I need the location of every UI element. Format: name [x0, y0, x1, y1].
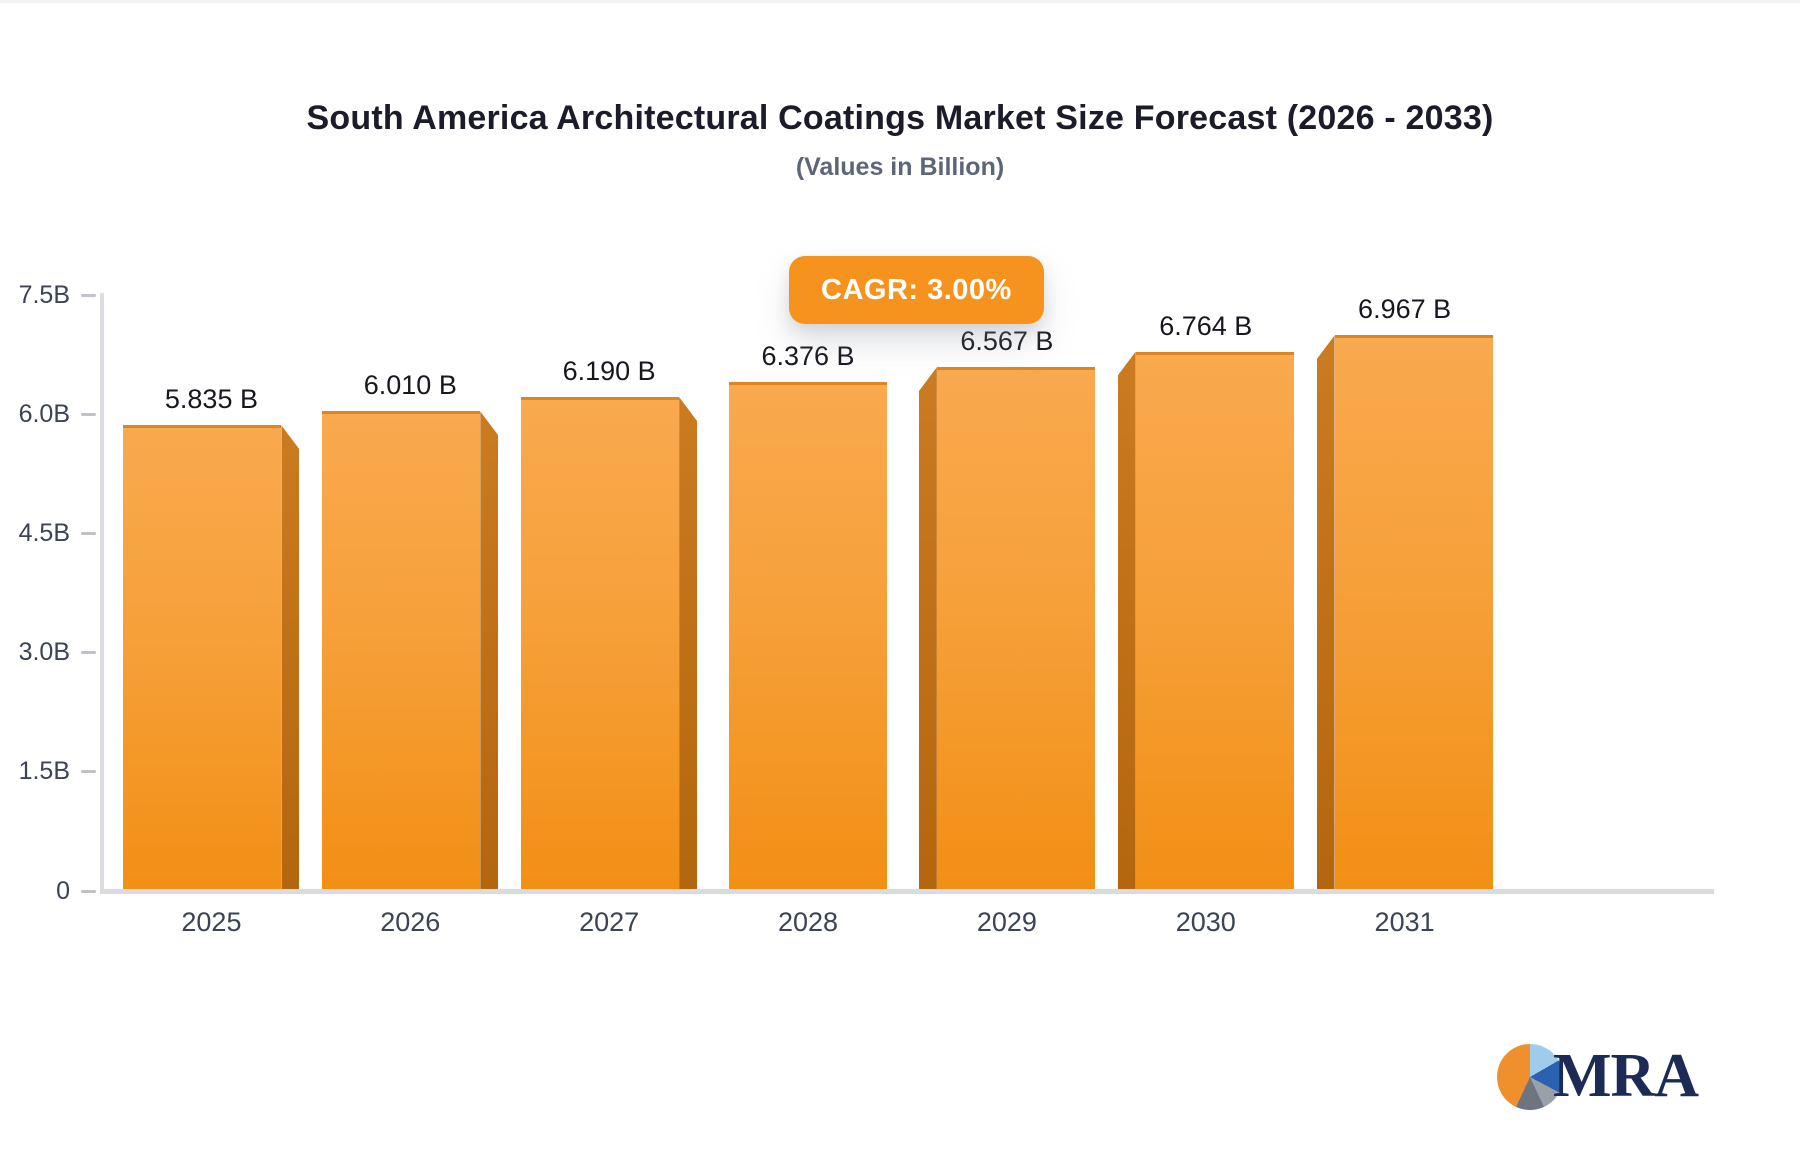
cagr-badge-label: CAGR: 3.00%: [821, 273, 1012, 306]
bar-side-face: [679, 397, 698, 889]
bar-value-label: 6.567 B: [960, 326, 1054, 357]
brand-logo-text: MRA: [1553, 1042, 1699, 1110]
pie-chart-logo-icon: [1497, 1043, 1563, 1110]
y-tick-label: 1.5B: [18, 757, 70, 786]
bar-slot-2028: 6.376 B: [709, 251, 908, 889]
bar-front-face: [123, 425, 282, 889]
y-tick-label: 0: [56, 876, 70, 905]
bar-side-face: [281, 425, 300, 889]
x-axis-label-2030: 2030: [1175, 907, 1236, 937]
y-tick-label: 4.5B: [18, 518, 70, 547]
bar-side-face: [1117, 351, 1136, 889]
bar-slot-2029: 6.567 B: [907, 251, 1106, 889]
y-tick-7.5B: 7.5B: [0, 280, 96, 310]
bar-slot-2027: 6.190 B: [510, 251, 709, 889]
y-tick-label: 3.0B: [18, 638, 70, 667]
bar-value-label: 5.835 B: [164, 384, 258, 415]
y-tick-0: 0: [0, 876, 96, 906]
bar-front-face: [521, 397, 680, 889]
x-axis-label-2029: 2029: [976, 907, 1037, 937]
chart-subtitle: (Values in Billion): [795, 153, 1005, 181]
bar-2029: [918, 367, 1095, 889]
bar-2026: [322, 411, 499, 889]
bar-2028: [729, 382, 887, 889]
bar-side-face: [918, 367, 937, 889]
bars-area: 5.835 B 6.010 B 6.190 B 6.376 B 6.567 B 6.764…: [112, 251, 1504, 889]
bar-2027: [521, 397, 698, 889]
bar-slot-2030: 6.764 B: [1106, 251, 1305, 889]
y-tick-mark: [81, 531, 96, 535]
y-axis-line: [100, 293, 104, 893]
bar-value-label: 6.190 B: [562, 356, 656, 387]
bar-value-label: 6.764 B: [1159, 310, 1253, 341]
bar-2030: [1117, 351, 1294, 889]
bar-front-face: [322, 411, 481, 889]
bar-slot-2026: 6.010 B: [311, 251, 510, 889]
y-tick-4.5B: 4.5B: [0, 518, 96, 548]
cagr-badge: CAGR: 3.00%: [789, 256, 1044, 324]
chart-title: South America Architectural Coatings Mar…: [306, 99, 1494, 137]
x-axis-label-2027: 2027: [579, 907, 640, 937]
bar-front-face: [729, 382, 887, 889]
y-tick-1.5B: 1.5B: [0, 757, 96, 787]
x-axis-line: [100, 889, 1714, 894]
bar-slot-2025: 5.835 B: [112, 251, 311, 889]
x-axis-label-2031: 2031: [1374, 907, 1435, 937]
bar-value-label: 6.010 B: [363, 370, 457, 401]
y-tick-mark: [81, 293, 96, 297]
bar-front-face: [1135, 351, 1294, 889]
bar-value-label: 6.376 B: [761, 341, 855, 372]
y-tick-label: 6.0B: [18, 399, 70, 428]
y-tick-label: 7.5B: [18, 280, 70, 309]
x-axis-label-2028: 2028: [777, 907, 839, 937]
bar-side-face: [480, 411, 499, 889]
y-tick-mark: [81, 651, 96, 655]
bar-front-face: [936, 367, 1095, 889]
bar-2031: [1316, 335, 1493, 889]
y-tick-mark: [81, 889, 96, 893]
x-axis-labels: 2025 2026 2027 2028 2029 2030 2031: [112, 907, 1504, 938]
x-axis-label-2026: 2026: [380, 907, 441, 937]
brand-logo: MRA: [1497, 1041, 1699, 1112]
y-tick-mark: [81, 412, 96, 416]
y-tick-6.0B: 6.0B: [0, 399, 96, 429]
x-axis-label-2025: 2025: [181, 907, 242, 937]
bar-side-face: [1316, 335, 1335, 889]
bar-value-label: 6.967 B: [1358, 294, 1452, 325]
bar-slot-2031: 6.967 B: [1305, 251, 1504, 889]
bar-chart: 7.5B 6.0B 4.5B 3.0B 1.5B 0 5.835 B 6.010 B 6.19…: [0, 251, 1800, 971]
y-tick-mark: [81, 770, 96, 774]
bar-2025: [123, 425, 300, 889]
y-tick-3.0B: 3.0B: [0, 638, 96, 668]
bar-front-face: [1334, 335, 1493, 889]
